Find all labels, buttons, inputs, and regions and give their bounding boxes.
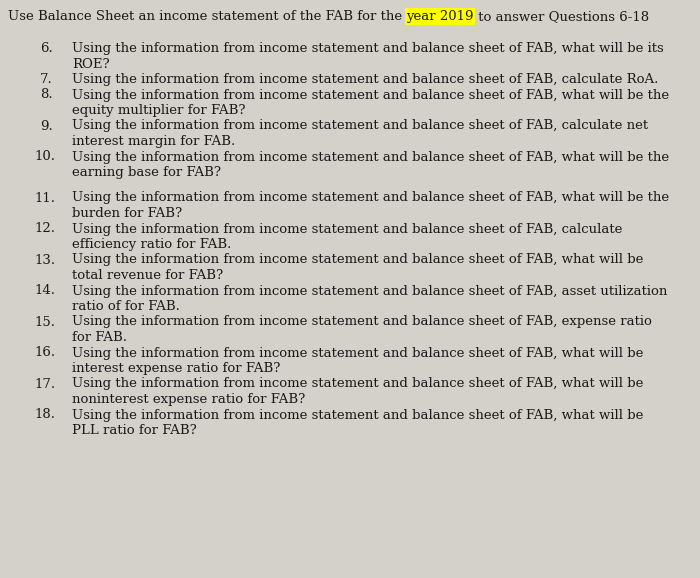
Text: 15.: 15. [34, 316, 55, 328]
Text: Using the information from income statement and balance sheet of FAB, what will : Using the information from income statem… [72, 150, 669, 164]
Text: to answer Questions 6-18: to answer Questions 6-18 [474, 10, 649, 23]
Text: 6.: 6. [40, 42, 52, 55]
Text: Using the information from income statement and balance sheet of FAB, what will : Using the information from income statem… [72, 409, 643, 421]
Text: equity multiplier for FAB?: equity multiplier for FAB? [72, 104, 246, 117]
Text: ROE?: ROE? [72, 57, 110, 71]
Text: efficiency ratio for FAB.: efficiency ratio for FAB. [72, 238, 232, 251]
Text: 13.: 13. [34, 254, 55, 266]
Text: 7.: 7. [40, 73, 52, 86]
Text: Using the information from income statement and balance sheet of FAB, calculate : Using the information from income statem… [72, 120, 648, 132]
Text: 8.: 8. [40, 88, 52, 102]
Text: interest margin for FAB.: interest margin for FAB. [72, 135, 235, 148]
Text: Using the information from income statement and balance sheet of FAB, expense ra: Using the information from income statem… [72, 316, 652, 328]
Text: burden for FAB?: burden for FAB? [72, 207, 182, 220]
Text: Using the information from income statement and balance sheet of FAB, calculate : Using the information from income statem… [72, 73, 659, 86]
Text: interest expense ratio for FAB?: interest expense ratio for FAB? [72, 362, 281, 375]
Text: 16.: 16. [34, 346, 55, 360]
Text: 17.: 17. [34, 377, 55, 391]
Text: Using the information from income statement and balance sheet of FAB, calculate: Using the information from income statem… [72, 223, 622, 235]
Text: Using the information from income statement and balance sheet of FAB, what will : Using the information from income statem… [72, 88, 669, 102]
Text: year 2019: year 2019 [407, 10, 474, 23]
Text: 12.: 12. [34, 223, 55, 235]
Text: 10.: 10. [34, 150, 55, 164]
Text: Using the information from income statement and balance sheet of FAB, what will : Using the information from income statem… [72, 377, 643, 391]
Text: earning base for FAB?: earning base for FAB? [72, 166, 221, 179]
Text: noninterest expense ratio for FAB?: noninterest expense ratio for FAB? [72, 393, 305, 406]
Text: Using the information from income statement and balance sheet of FAB, what will : Using the information from income statem… [72, 346, 643, 360]
Text: 18.: 18. [34, 409, 55, 421]
Text: PLL ratio for FAB?: PLL ratio for FAB? [72, 424, 197, 437]
Text: Using the information from income statement and balance sheet of FAB, asset util: Using the information from income statem… [72, 284, 667, 298]
Text: 11.: 11. [34, 191, 55, 205]
Text: Using the information from income statement and balance sheet of FAB, what will : Using the information from income statem… [72, 191, 669, 205]
Text: total revenue for FAB?: total revenue for FAB? [72, 269, 223, 282]
Text: Use Balance Sheet an income statement of the FAB for the: Use Balance Sheet an income statement of… [8, 10, 407, 23]
Text: for FAB.: for FAB. [72, 331, 127, 344]
Text: ratio of for FAB.: ratio of for FAB. [72, 300, 180, 313]
Text: 14.: 14. [34, 284, 55, 298]
Text: Using the information from income statement and balance sheet of FAB, what will : Using the information from income statem… [72, 254, 643, 266]
Text: 9.: 9. [40, 120, 52, 132]
Text: Using the information from income statement and balance sheet of FAB, what will : Using the information from income statem… [72, 42, 664, 55]
